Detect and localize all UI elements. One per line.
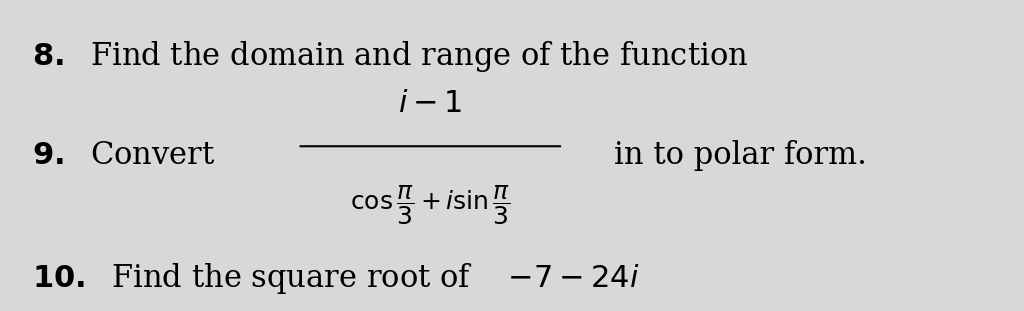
- Text: $\cos\dfrac{\pi}{3}+i\sin\dfrac{\pi}{3}$: $\cos\dfrac{\pi}{3}+i\sin\dfrac{\pi}{3}$: [350, 183, 511, 227]
- Text: $\bf{10.}$  Find the square root of    $-7-24i$: $\bf{10.}$ Find the square root of $-7-2…: [32, 261, 639, 296]
- Text: $i-1$: $i-1$: [398, 88, 463, 118]
- Text: in to polar form.: in to polar form.: [614, 140, 867, 171]
- Text: $\bf{9.}$  Convert: $\bf{9.}$ Convert: [32, 140, 215, 171]
- Text: $\bf{8.}$  Find the domain and range of the function: $\bf{8.}$ Find the domain and range of t…: [32, 39, 749, 74]
